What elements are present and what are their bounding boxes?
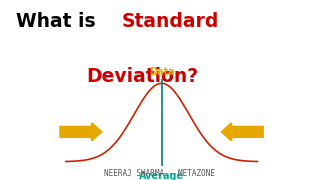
Text: Deviation?: Deviation? xyxy=(86,67,198,86)
Text: Average: Average xyxy=(139,171,184,180)
FancyArrow shape xyxy=(60,123,101,140)
Text: Standard: Standard xyxy=(122,12,219,31)
FancyArrow shape xyxy=(222,123,263,140)
Text: What is: What is xyxy=(16,12,102,31)
Text: Data: Data xyxy=(149,67,174,77)
Text: NEERAJ SHARMA - METAZONE: NEERAJ SHARMA - METAZONE xyxy=(105,169,215,178)
